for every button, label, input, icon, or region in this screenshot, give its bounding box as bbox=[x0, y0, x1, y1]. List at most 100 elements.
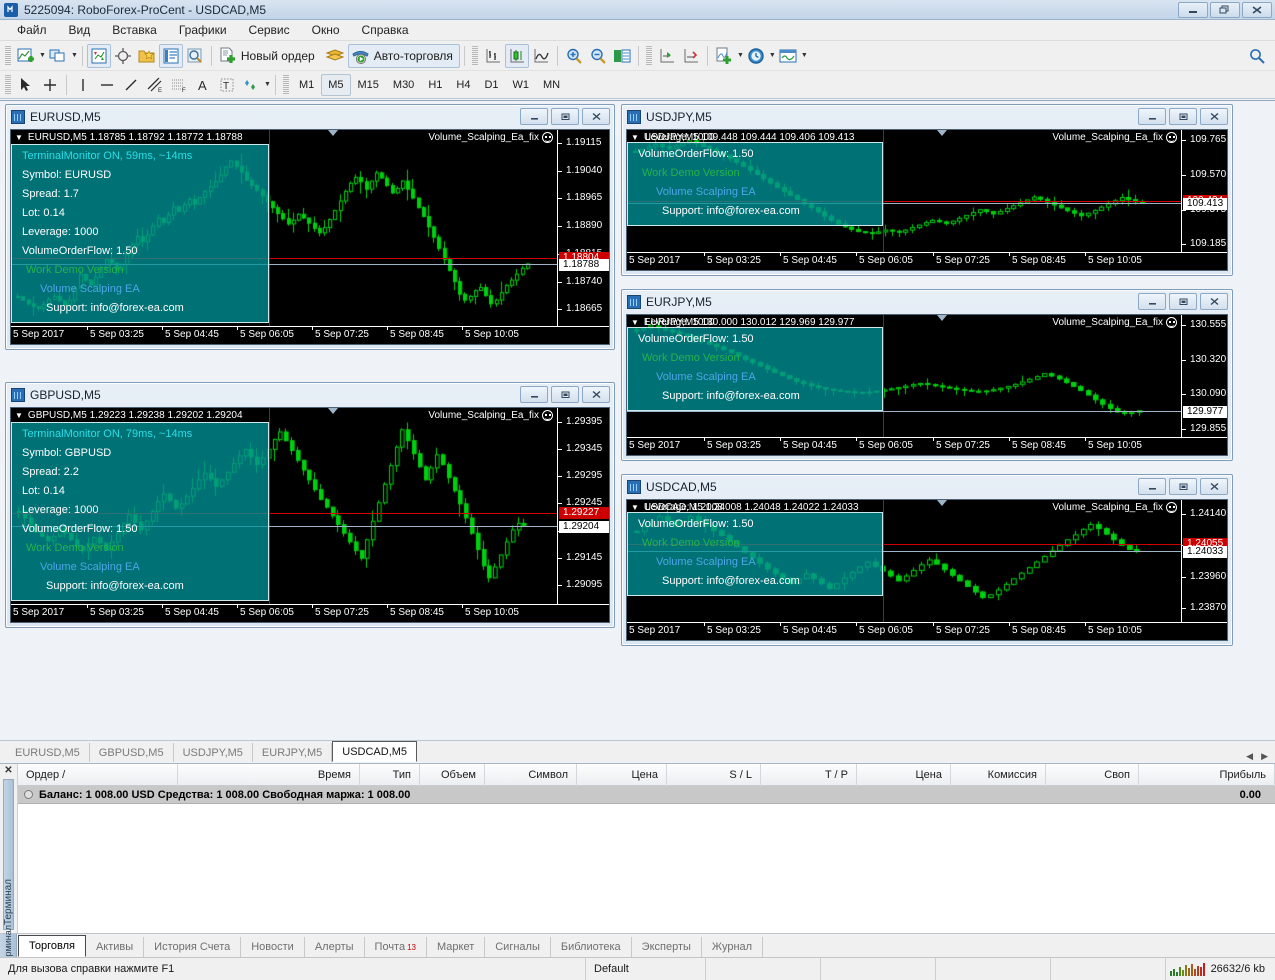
chart-window-eurusd[interactable]: EURUSD,M5 ▼ EURUSD,M5 1.18785 1.18792 1.1… bbox=[5, 104, 615, 350]
timeframe-h4[interactable]: H4 bbox=[456, 78, 471, 91]
chart-plot-area[interactable]: ▼ GBPUSD,M5 1.29223 1.29238 1.29202 1.292… bbox=[11, 408, 557, 604]
chart-titlebar-eurjpy[interactable]: EURJPY,M5 bbox=[622, 290, 1232, 314]
navigator-icon[interactable] bbox=[135, 44, 159, 68]
balance-row[interactable]: Баланс: 1 008.00 USD Средства: 1 008.00 … bbox=[18, 786, 1275, 804]
terminal-tab-trade[interactable]: Торговля bbox=[18, 935, 86, 957]
timeframe-mn[interactable]: MN bbox=[543, 78, 561, 91]
menu-help[interactable]: Справка bbox=[361, 23, 409, 37]
cursor-icon[interactable] bbox=[14, 73, 38, 97]
menu-file[interactable]: Файл bbox=[17, 23, 47, 37]
chart-body-gbpusd[interactable]: ▼ GBPUSD,M5 1.29223 1.29238 1.29202 1.292… bbox=[10, 407, 610, 623]
timeframe-h1[interactable]: H1 bbox=[428, 78, 443, 91]
terminal-tab-news[interactable]: Новости bbox=[241, 937, 305, 957]
vertical-line-icon[interactable] bbox=[71, 73, 95, 97]
chart-tab-gbpusd[interactable]: GBPUSD,M5 bbox=[90, 743, 174, 762]
new-chart-dropdown-icon[interactable]: ▼ bbox=[39, 52, 46, 59]
tile-windows-icon[interactable] bbox=[46, 44, 70, 68]
fibonacci-icon[interactable]: F bbox=[167, 73, 191, 97]
data-window-icon[interactable] bbox=[111, 44, 135, 68]
menu-insert[interactable]: Вставка bbox=[112, 23, 157, 37]
timeframe-grip[interactable] bbox=[282, 74, 289, 95]
menu-window[interactable]: Окно bbox=[311, 23, 340, 37]
line-chart-icon[interactable] bbox=[529, 44, 553, 68]
chart-minimize-button[interactable] bbox=[1138, 478, 1166, 495]
ohlc-collapse-icon[interactable]: ▼ bbox=[631, 133, 639, 142]
drawtoolbar-grip[interactable] bbox=[5, 74, 11, 95]
chart-minimize-button[interactable] bbox=[1138, 108, 1166, 125]
chart-maximize-button[interactable] bbox=[1169, 293, 1197, 310]
terminal-tab-dock-handle[interactable]: Терминал bbox=[0, 925, 17, 967]
templates-icon[interactable] bbox=[776, 44, 800, 68]
period-dropdown-icon[interactable]: ▼ bbox=[768, 52, 776, 59]
ohlc-collapse-icon[interactable]: ▼ bbox=[631, 318, 639, 327]
candlestick-chart-icon[interactable] bbox=[504, 43, 529, 68]
chart-titlebar-gbpusd[interactable]: GBPUSD,M5 bbox=[6, 383, 614, 407]
column-price-close[interactable]: Цена bbox=[857, 763, 951, 786]
chart-maximize-button[interactable] bbox=[1169, 108, 1197, 125]
column-sl[interactable]: S / L bbox=[667, 763, 761, 786]
toolbar-grip-2[interactable] bbox=[471, 45, 478, 66]
chart-plot-area[interactable]: ▼ EURUSD,M5 1.18785 1.18792 1.18772 1.187… bbox=[11, 130, 557, 326]
chart-plot-area[interactable]: ▼ Leverage: 1000 EURJPY,M5 130.000 130.012… bbox=[627, 315, 1181, 437]
chart-close-button[interactable] bbox=[582, 108, 610, 125]
column-price-open[interactable]: Цена bbox=[577, 763, 667, 786]
terminal-tab-exposure[interactable]: Активы bbox=[86, 937, 145, 957]
tile-windows-dropdown-icon[interactable]: ▼ bbox=[70, 52, 78, 59]
terminal-dock-handle[interactable]: Терминал bbox=[3, 779, 14, 930]
column-profit[interactable]: Прибыль bbox=[1139, 763, 1275, 786]
crosshair-icon[interactable] bbox=[38, 73, 62, 97]
terminal-tab-account-history[interactable]: История Счета bbox=[144, 937, 242, 957]
chart-maximize-button[interactable] bbox=[1169, 478, 1197, 495]
price-scale[interactable]: 1.293951.293451.292951.292451.291951.291… bbox=[557, 408, 609, 604]
chart-body-usdjpy[interactable]: ▼ Leverage: 1000 USDJPY,M5 109.448 109.444… bbox=[626, 129, 1228, 271]
autotrading-button[interactable]: Авто-торговля bbox=[347, 43, 460, 68]
column-time[interactable]: Время bbox=[178, 763, 360, 786]
new-chart-icon[interactable] bbox=[14, 44, 38, 68]
timeframe-m5[interactable]: M5 bbox=[321, 73, 351, 96]
price-scale[interactable]: 130.555 130.320 130.090 129.855 129.977 bbox=[1181, 315, 1227, 437]
chart-close-button[interactable] bbox=[582, 386, 610, 403]
auto-scroll-icon[interactable] bbox=[679, 44, 703, 68]
column-symbol[interactable]: Символ bbox=[485, 763, 577, 786]
column-volume[interactable]: Объем bbox=[420, 763, 485, 786]
templates-dropdown-icon[interactable]: ▼ bbox=[800, 52, 808, 59]
price-scale[interactable]: 1.241401.240501.239601.238701.240551.240… bbox=[1181, 500, 1227, 622]
chart-minimize-button[interactable] bbox=[1138, 293, 1166, 310]
column-commission[interactable]: Комиссия bbox=[951, 763, 1046, 786]
indicators-icon[interactable] bbox=[712, 44, 736, 68]
expert-advisors-icon[interactable] bbox=[322, 44, 348, 68]
chart-body-eurusd[interactable]: ▼ EURUSD,M5 1.18785 1.18792 1.18772 1.187… bbox=[10, 129, 610, 345]
chart-plot-area[interactable]: ▼ Leverage: 1000 USDJPY,M5 109.448 109.444… bbox=[627, 130, 1181, 252]
timeframe-m30[interactable]: M30 bbox=[392, 78, 415, 91]
chart-tab-eurusd[interactable]: EURUSD,M5 bbox=[6, 743, 90, 762]
price-scale[interactable]: 1.191151.190401.189651.188901.188151.187… bbox=[557, 130, 609, 326]
chart-close-button[interactable] bbox=[1200, 108, 1228, 125]
column-tp[interactable]: T / P bbox=[761, 763, 857, 786]
status-profile[interactable]: Default bbox=[586, 957, 706, 980]
chart-tab-usdjpy[interactable]: USDJPY,M5 bbox=[174, 743, 253, 762]
bar-chart-icon[interactable] bbox=[481, 44, 505, 68]
chart-maximize-button[interactable] bbox=[551, 386, 579, 403]
trendline-icon[interactable] bbox=[119, 73, 143, 97]
timeframe-m15[interactable]: M15 bbox=[357, 78, 379, 91]
window-restore-button[interactable] bbox=[1210, 2, 1240, 18]
chart-window-gbpusd[interactable]: GBPUSD,M5 ▼ GBPUSD,M5 1.29223 1.29238 1.2… bbox=[5, 382, 615, 628]
chart-shift-icon[interactable] bbox=[655, 44, 679, 68]
text-icon[interactable]: A bbox=[191, 73, 215, 97]
terminal-close-icon[interactable]: ✕ bbox=[4, 765, 13, 776]
strategy-tester-icon[interactable] bbox=[183, 44, 207, 68]
toolbar-grip[interactable] bbox=[5, 45, 11, 66]
terminal-tab-experts[interactable]: Эксперты bbox=[632, 937, 702, 957]
chart-titlebar-usdcad[interactable]: USDCAD,M5 bbox=[622, 475, 1232, 499]
chart-titlebar-usdjpy[interactable]: USDJPY,M5 bbox=[622, 105, 1232, 129]
terminal-tab-library[interactable]: Библиотека bbox=[551, 937, 632, 957]
ohlc-collapse-icon[interactable]: ▼ bbox=[631, 503, 639, 512]
terminal-tab-signals[interactable]: Сигналы bbox=[485, 937, 551, 957]
menu-charts[interactable]: Графики bbox=[178, 23, 227, 37]
shapes-dropdown-icon[interactable]: ▼ bbox=[264, 81, 271, 88]
zoom-in-icon[interactable] bbox=[562, 44, 586, 68]
chart-body-eurjpy[interactable]: ▼ Leverage: 1000 EURJPY,M5 130.000 130.012… bbox=[626, 314, 1228, 456]
ohlc-collapse-icon[interactable]: ▼ bbox=[15, 411, 23, 420]
terminal-icon[interactable] bbox=[158, 43, 183, 68]
status-network[interactable]: 26632/6 kb bbox=[1169, 962, 1275, 976]
